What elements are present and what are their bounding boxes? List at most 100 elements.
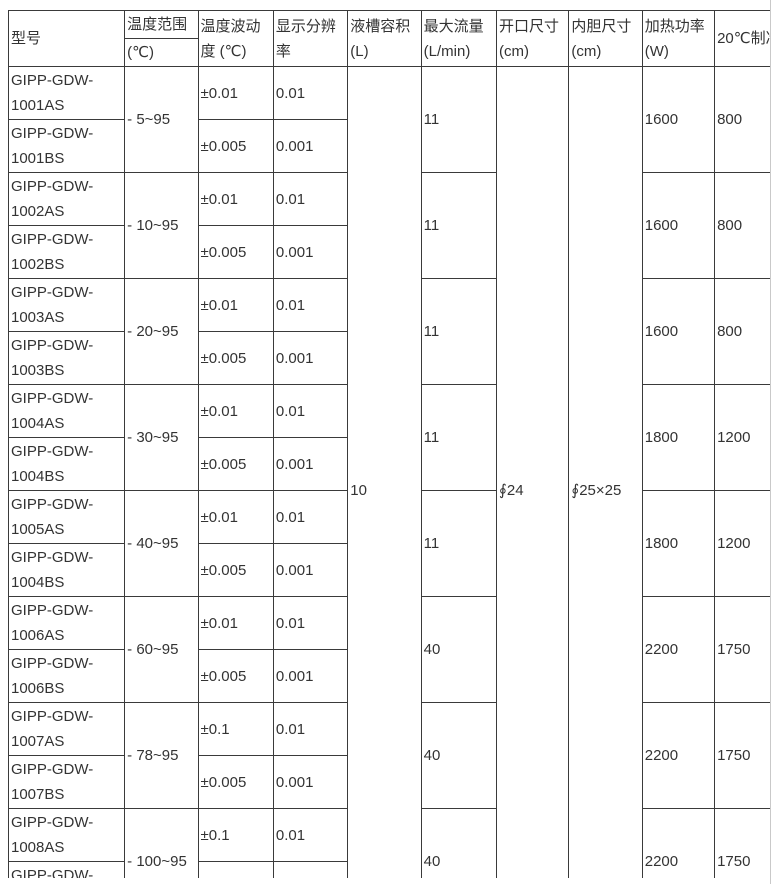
flow-cell: 11 [420, 172, 498, 279]
model-cell: GIPP-GDW-1006BS [8, 649, 126, 703]
fluctuation-cell: ±0.01 [197, 490, 274, 544]
fluctuation-cell: ±0.01 [197, 278, 274, 332]
temp-range-cell: - 10~95 [124, 172, 199, 279]
table-row: GIPP-GDW-1002AS - 10~95 ±0.01 0.01 11 1600 800 [8, 172, 770, 279]
temp-range-cell: - 78~95 [124, 702, 199, 809]
resolution-cell: 0.001 [272, 225, 349, 279]
fluctuation-cell: ±0.01 [197, 384, 274, 438]
flow-cell: 40 [420, 596, 498, 703]
table-row: GIPP-GDW-1008AS - 100~95 ±0.1 0.01 40 2200 175… [8, 808, 770, 878]
table-row: GIPP-GDW-1003AS - 20~95 ±0.01 0.01 11 1600 800 [8, 278, 770, 385]
resolution-cell: 0.01 [272, 596, 349, 650]
header-row-top: 型号 温度范围 温度波动 度 (℃) 显示分辨率 液槽容积 (L) 最大流量 (L/min… [8, 10, 770, 67]
header-inner-size: 内胆尺寸 (cm) [568, 10, 643, 67]
header-fluctuation: 温度波动 度 (℃) [197, 10, 274, 67]
cooling-cell: 800 [714, 66, 770, 173]
fluctuation-cell: ±0.01 [197, 596, 274, 650]
fluctuation-cell: ±0.005 [197, 331, 274, 385]
table-row: GIPP-GDW-1007AS - 78~95 ±0.1 0.01 40 2200 1750 [8, 702, 770, 809]
tank-volume-cell: 10 [347, 66, 422, 878]
flow-cell: 40 [420, 808, 498, 878]
cooling-cell: 1200 [714, 490, 770, 597]
model-cell: GIPP-GDW-1004BS [8, 543, 126, 597]
resolution-cell: 0.001 [272, 543, 349, 597]
cooling-cell: 800 [714, 172, 770, 279]
header-row-bottom: (℃) [9, 38, 771, 67]
table-row: GIPP-GDW-1006BS ±0.005 0.001 [8, 649, 771, 703]
temp-range-cell: - 60~95 [124, 596, 199, 703]
model-cell: GIPP-GDW-1001BS [8, 119, 126, 173]
resolution-cell: 0.01 [272, 172, 349, 226]
resolution-cell: 0.001 [272, 437, 349, 491]
temp-range-cell: - 30~95 [124, 384, 199, 491]
resolution-cell: 0.001 [272, 649, 349, 703]
fluctuation-cell: ±0.005 [197, 755, 274, 809]
temp-range-cell: - 20~95 [124, 278, 199, 385]
model-cell: GIPP-GDW-1007BS [8, 755, 126, 809]
fluctuation-cell: ±0.1 [197, 702, 274, 756]
heating-power-cell: 1600 [641, 278, 716, 385]
flow-cell: 11 [420, 66, 498, 173]
model-cell: GIPP-GDW-1006AS [8, 596, 126, 650]
fluctuation-cell: ±0.005 [197, 437, 274, 491]
spec-table: 型号 温度范围 温度波动 度 (℃) 显示分辨率 液槽容积 (L) 最大流量 (L/min… [8, 10, 770, 878]
fluctuation-cell: ±0.1 [197, 808, 274, 862]
resolution-cell: 0.001 [272, 119, 349, 173]
resolution-cell: 0.01 [272, 278, 349, 332]
heating-power-cell: 2200 [641, 596, 716, 703]
fluctuation-cell: ±0.005 [197, 861, 274, 878]
cooling-cell: 1750 [714, 702, 770, 809]
model-cell: GIPP-GDW-1001AS [8, 66, 126, 120]
temp-range-cell: - 100~95 [124, 808, 199, 878]
resolution-cell: 0.001 [272, 861, 349, 878]
table-header: 型号 温度范围 温度波动 度 (℃) 显示分辨率 液槽容积 (L) 最大流量 (L/min… [8, 10, 771, 67]
header-model: 型号 [8, 10, 126, 67]
header-heating-power: 加热功率 (W) [641, 10, 716, 67]
resolution-cell: 0.01 [272, 66, 349, 120]
temp-range-cell: - 5~95 [124, 66, 199, 173]
heating-power-cell: 2200 [641, 702, 716, 809]
heating-power-cell: 1600 [641, 66, 716, 173]
opening-size-cell: ∮24 [496, 66, 570, 878]
model-cell: GIPP-GDW-1002BS [8, 225, 126, 279]
cooling-cell: 1750 [714, 596, 770, 703]
cooling-cell: 800 [714, 278, 770, 385]
fluctuation-cell: ±0.01 [197, 66, 274, 120]
fluctuation-cell: ±0.005 [197, 649, 274, 703]
model-cell: GIPP-GDW-1002AS [8, 172, 126, 226]
resolution-cell: 0.01 [272, 808, 349, 862]
header-opening-size: 开口尺寸 (cm) [496, 10, 570, 67]
heating-power-cell: 1600 [641, 172, 716, 279]
resolution-cell: 0.01 [272, 490, 349, 544]
heating-power-cell: 1800 [641, 490, 716, 597]
model-cell: GIPP-GDW-1004AS [8, 384, 126, 438]
header-resolution: 显示分辨率 [272, 10, 349, 67]
table-row: GIPP-GDW-1001BS ±0.005 0.001 [8, 119, 771, 173]
header-cooling: 20℃制冷 [714, 10, 770, 67]
right-edge-line [770, 0, 771, 884]
model-cell: GIPP-GDW-1003AS [8, 278, 126, 332]
model-cell: GIPP-GDW-1003BS [8, 331, 126, 385]
cooling-cell: 1200 [714, 384, 770, 491]
fluctuation-cell: ±0.01 [197, 172, 274, 226]
flow-cell: 40 [420, 702, 498, 809]
temp-range-cell: - 40~95 [124, 490, 199, 597]
heating-power-cell: 2200 [641, 808, 716, 878]
table-row: GIPP-GDW-1005AS - 40~95 ±0.01 0.01 11 1800 120… [8, 490, 770, 597]
cooling-cell: 1750 [714, 808, 770, 878]
model-cell: GIPP-GDW-1007AS [8, 702, 126, 756]
header-temp-range-unit: (℃) [124, 38, 199, 67]
header-temp-range: 温度范围 [124, 10, 199, 39]
resolution-cell: 0.001 [272, 755, 349, 809]
header-max-flow: 最大流量 (L/min) [420, 10, 498, 67]
resolution-cell: 0.01 [272, 702, 349, 756]
model-cell: GIPP-GDW-1004BS [8, 437, 126, 491]
table-body: GIPP-GDW-1001AS - 5~95 ±0.01 0.01 10 11 ∮24 ∮25… [8, 66, 771, 878]
resolution-cell: 0.001 [272, 331, 349, 385]
spec-table-wrap: 型号 温度范围 温度波动 度 (℃) 显示分辨率 液槽容积 (L) 最大流量 (L/min… [8, 10, 770, 878]
table-row: GIPP-GDW-1004AS - 30~95 ±0.01 0.01 11 1800 120… [8, 384, 770, 491]
fluctuation-cell: ±0.005 [197, 225, 274, 279]
table-row: GIPP-GDW-1003BS ±0.005 0.001 [8, 331, 771, 385]
